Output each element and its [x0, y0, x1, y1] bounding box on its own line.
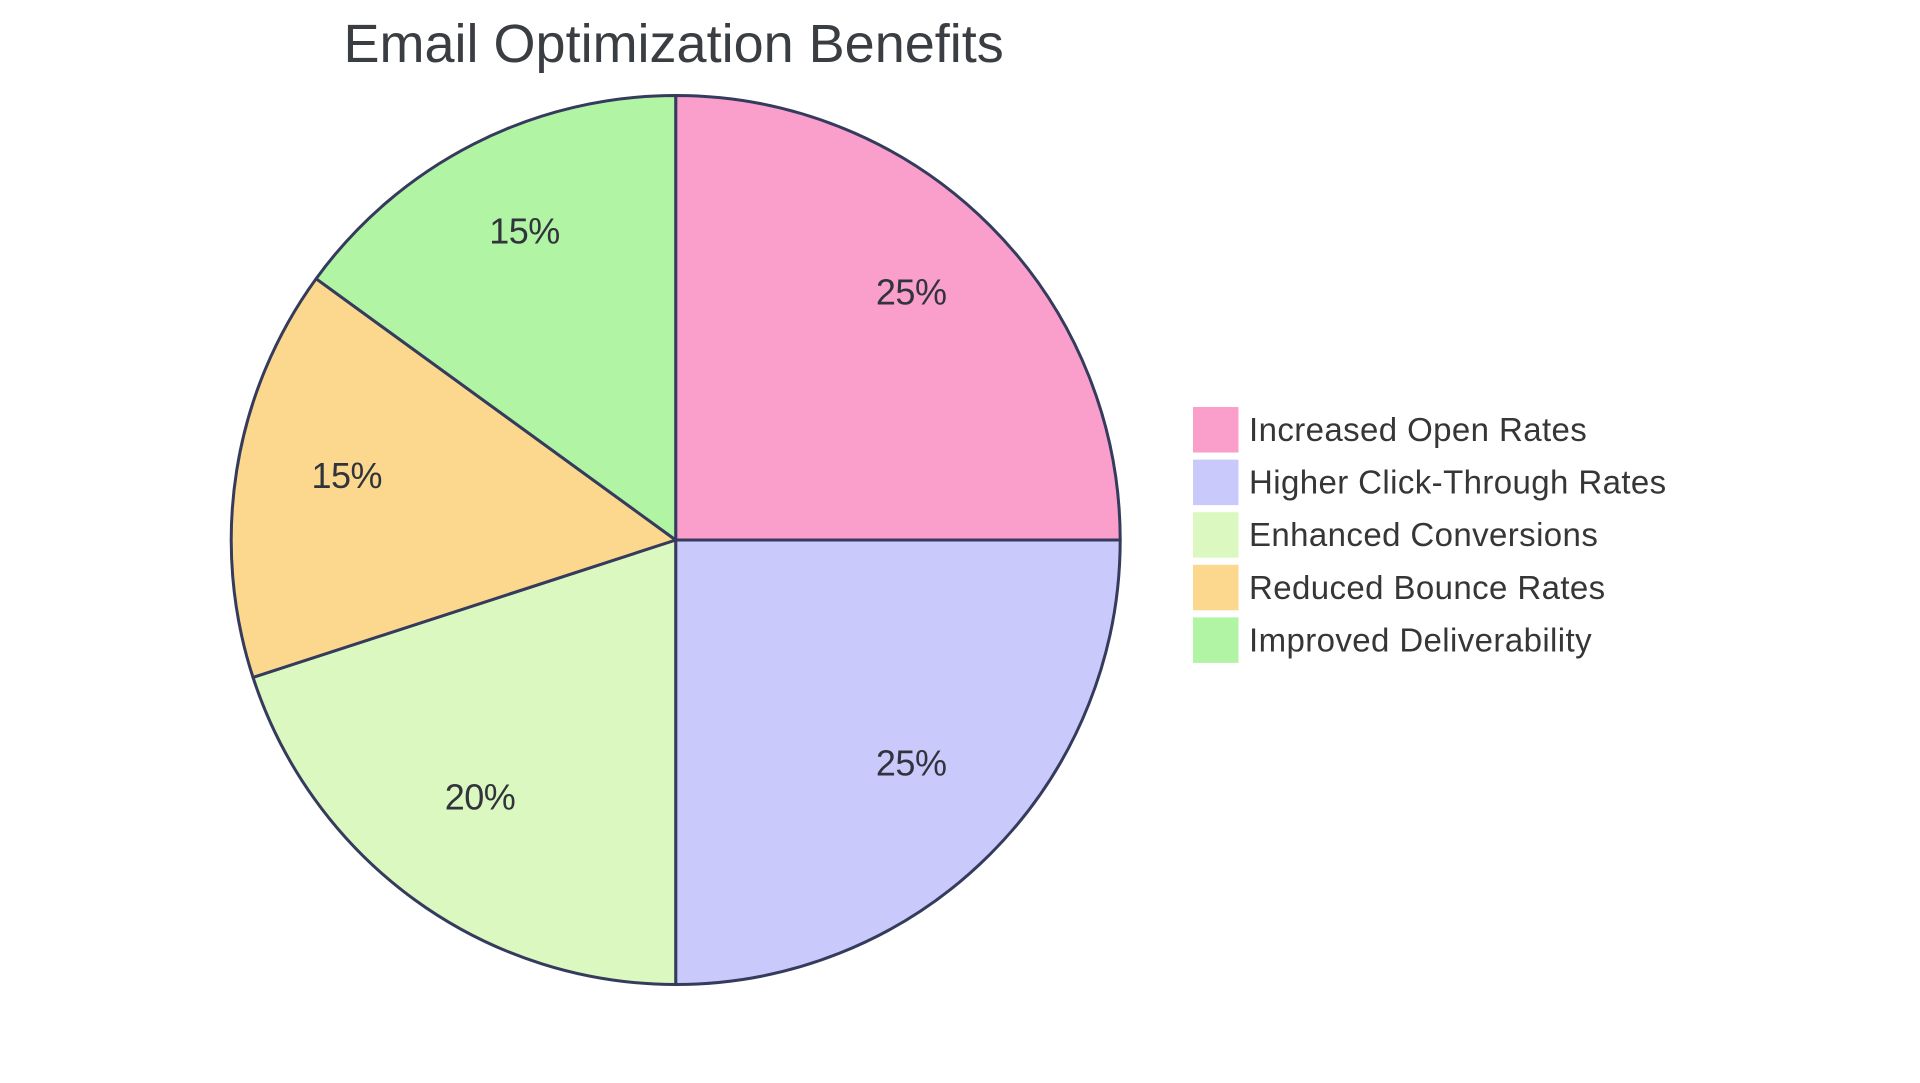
svg-text:Increased Open Rates: Increased Open Rates — [1249, 411, 1587, 448]
svg-text:Enhanced Conversions: Enhanced Conversions — [1249, 516, 1598, 553]
svg-text:20%: 20% — [445, 776, 516, 817]
svg-text:Email Optimization Benefits: Email Optimization Benefits — [344, 14, 1004, 74]
svg-text:Improved Deliverability: Improved Deliverability — [1249, 621, 1592, 658]
svg-text:15%: 15% — [312, 455, 383, 496]
svg-text:Higher Click-Through Rates: Higher Click-Through Rates — [1249, 464, 1667, 501]
svg-text:25%: 25% — [876, 743, 947, 784]
svg-text:15%: 15% — [489, 210, 560, 251]
svg-text:25%: 25% — [876, 272, 947, 313]
svg-text:Reduced Bounce Rates: Reduced Bounce Rates — [1249, 569, 1606, 606]
